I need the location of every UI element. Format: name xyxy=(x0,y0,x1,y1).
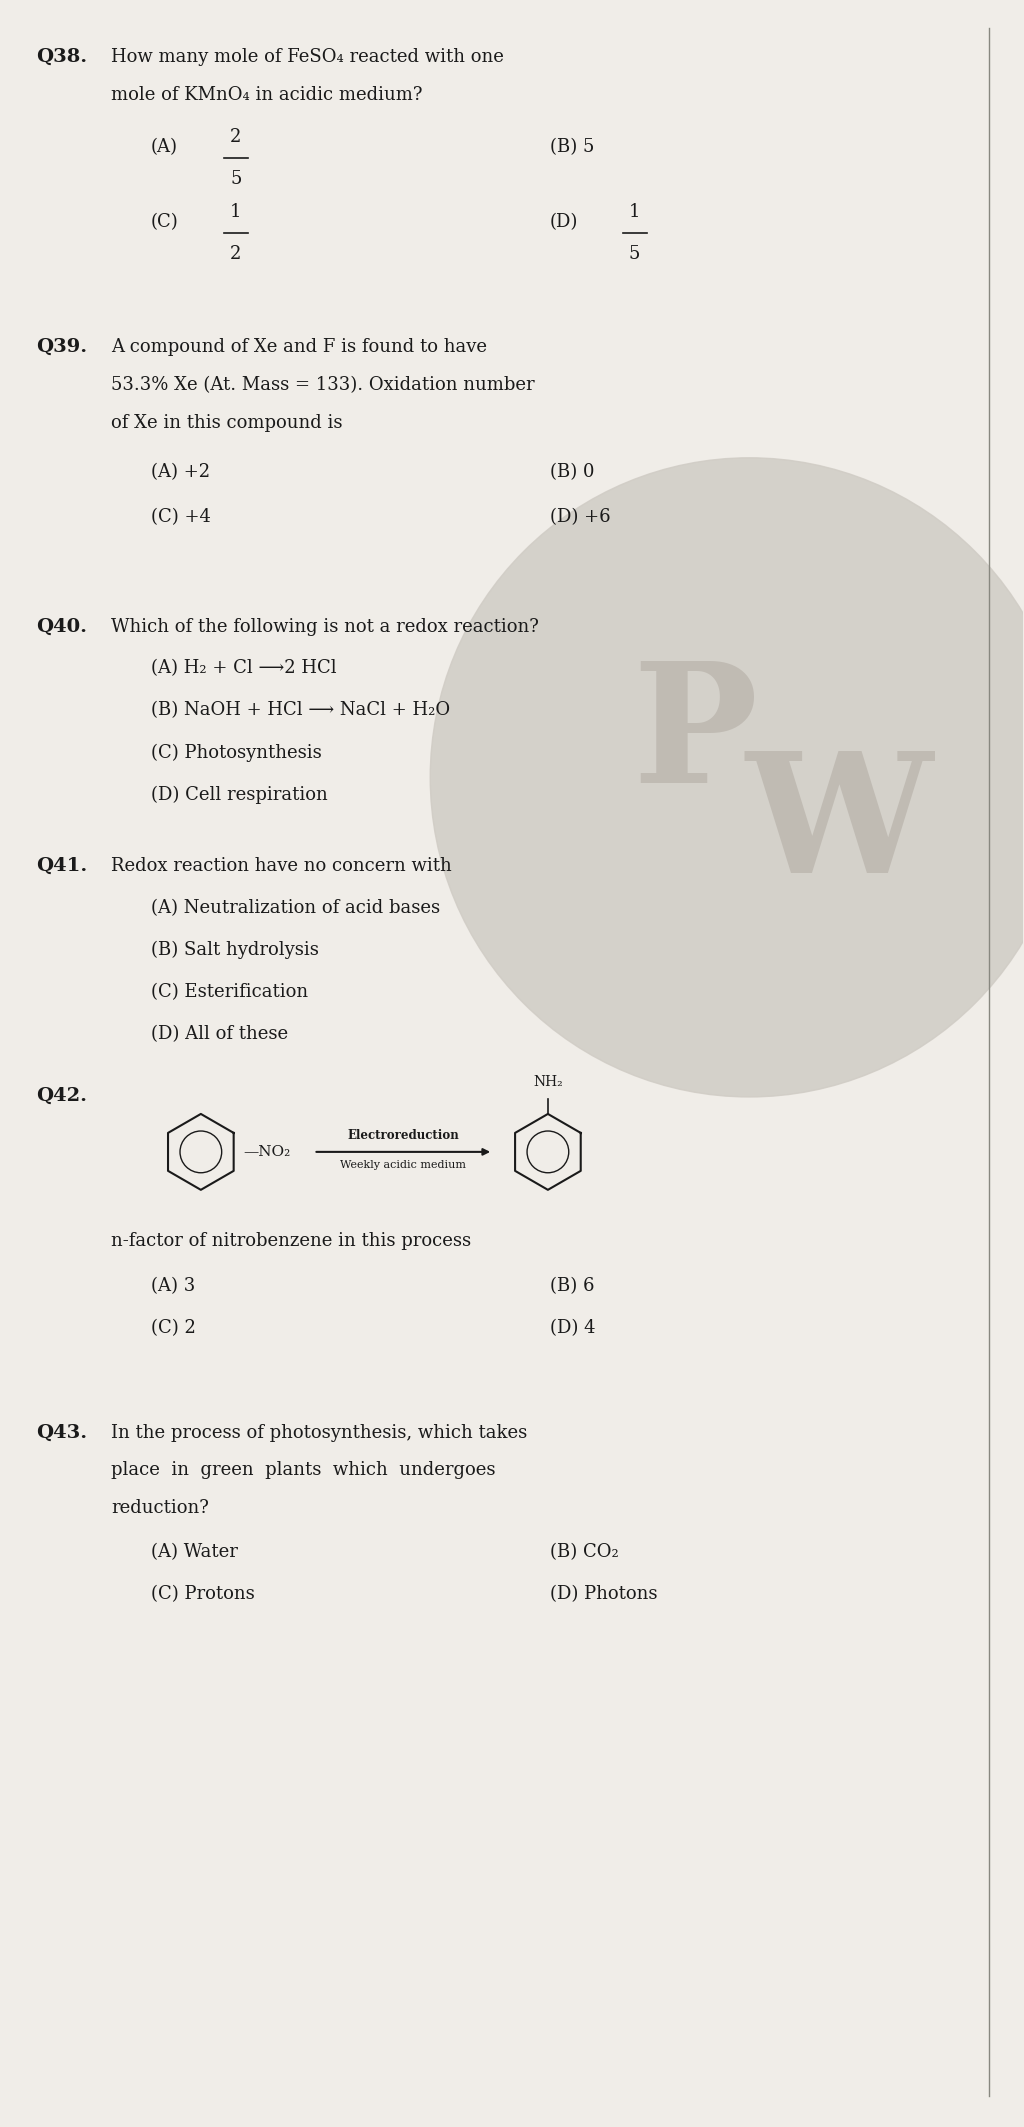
Text: 1: 1 xyxy=(230,202,242,221)
Text: n-factor of nitrobenzene in this process: n-factor of nitrobenzene in this process xyxy=(111,1232,471,1251)
Text: P: P xyxy=(632,657,757,819)
Text: place  in  green  plants  which  undergoes: place in green plants which undergoes xyxy=(111,1461,496,1480)
Text: Q38.: Q38. xyxy=(36,49,87,66)
Text: (D) Photons: (D) Photons xyxy=(550,1585,657,1604)
Text: Electroreduction: Electroreduction xyxy=(347,1129,459,1142)
Text: Q41.: Q41. xyxy=(36,857,87,876)
Text: (D) +6: (D) +6 xyxy=(550,508,610,525)
Text: (C) +4: (C) +4 xyxy=(151,508,211,525)
Text: Redox reaction have no concern with: Redox reaction have no concern with xyxy=(111,857,452,876)
Text: Q40.: Q40. xyxy=(36,617,87,636)
Text: 1: 1 xyxy=(629,202,640,221)
Text: (A) Neutralization of acid bases: (A) Neutralization of acid bases xyxy=(151,900,440,917)
Text: mole of KMnO₄ in acidic medium?: mole of KMnO₄ in acidic medium? xyxy=(111,87,423,104)
Text: (B) CO₂: (B) CO₂ xyxy=(550,1544,618,1561)
Text: —NO₂: —NO₂ xyxy=(244,1144,291,1159)
Circle shape xyxy=(430,457,1024,1098)
Text: (D): (D) xyxy=(550,213,579,232)
Text: (A): (A) xyxy=(151,138,178,155)
Text: (A) +2: (A) +2 xyxy=(151,464,210,481)
Text: (A) H₂ + Cl ⟶2 HCl: (A) H₂ + Cl ⟶2 HCl xyxy=(151,659,337,679)
Text: (C): (C) xyxy=(151,213,179,232)
Text: 53.3% Xe (At. Mass = 133). Oxidation number: 53.3% Xe (At. Mass = 133). Oxidation num… xyxy=(111,376,535,393)
Text: Weekly acidic medium: Weekly acidic medium xyxy=(340,1159,466,1170)
Text: W: W xyxy=(745,747,933,908)
Text: 5: 5 xyxy=(629,245,640,264)
Text: 2: 2 xyxy=(230,128,242,147)
Text: Q39.: Q39. xyxy=(36,338,87,355)
Text: (C) 2: (C) 2 xyxy=(151,1319,196,1336)
Text: (C) Protons: (C) Protons xyxy=(151,1585,255,1604)
Text: (D) Cell respiration: (D) Cell respiration xyxy=(151,785,328,804)
Text: In the process of photosynthesis, which takes: In the process of photosynthesis, which … xyxy=(111,1423,527,1442)
Text: (B) NaOH + HCl ⟶ NaCl + H₂O: (B) NaOH + HCl ⟶ NaCl + H₂O xyxy=(151,702,451,719)
Text: (B) 0: (B) 0 xyxy=(550,464,594,481)
Text: 2: 2 xyxy=(230,245,242,264)
Text: (B) 6: (B) 6 xyxy=(550,1276,594,1295)
Text: (A) Water: (A) Water xyxy=(151,1544,238,1561)
Text: (C) Photosynthesis: (C) Photosynthesis xyxy=(151,744,322,761)
Text: (C) Esterification: (C) Esterification xyxy=(151,983,308,1002)
Text: NH₂: NH₂ xyxy=(534,1074,563,1089)
Text: (D) All of these: (D) All of these xyxy=(151,1025,288,1042)
Text: Which of the following is not a redox reaction?: Which of the following is not a redox re… xyxy=(111,617,539,636)
Text: (B) Salt hydrolysis: (B) Salt hydrolysis xyxy=(151,940,318,959)
Text: How many mole of FeSO₄ reacted with one: How many mole of FeSO₄ reacted with one xyxy=(111,49,504,66)
Text: Q42.: Q42. xyxy=(36,1087,87,1104)
Text: reduction?: reduction? xyxy=(111,1500,209,1517)
Text: (A) 3: (A) 3 xyxy=(151,1276,196,1295)
Text: Q43.: Q43. xyxy=(36,1423,87,1442)
Text: (D) 4: (D) 4 xyxy=(550,1319,595,1336)
Text: (B) 5: (B) 5 xyxy=(550,138,594,155)
Text: 5: 5 xyxy=(230,170,242,187)
Text: of Xe in this compound is: of Xe in this compound is xyxy=(111,415,343,432)
Text: A compound of Xe and F is found to have: A compound of Xe and F is found to have xyxy=(111,338,487,355)
